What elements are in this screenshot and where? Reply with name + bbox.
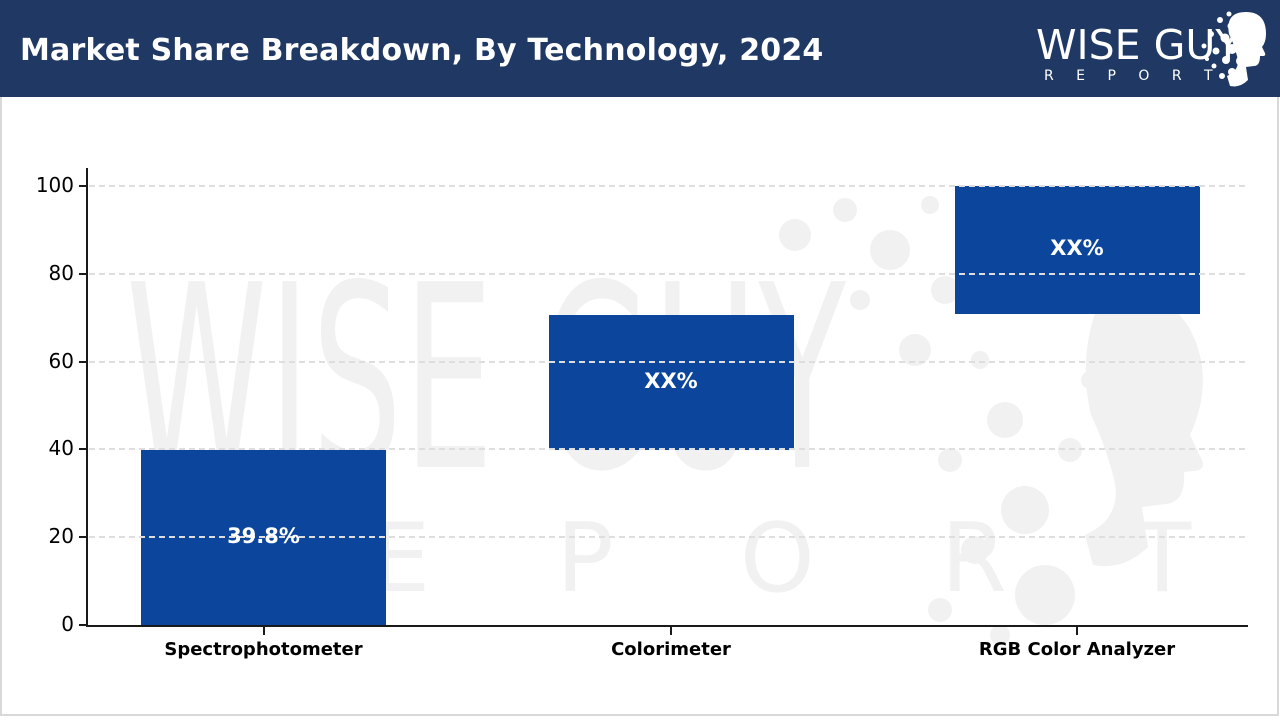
x-tick-mark <box>1076 627 1078 635</box>
gridline-y20 <box>89 536 1245 539</box>
bar-value-label: 39.8% <box>227 523 300 548</box>
y-tick-label: 100 <box>35 173 74 197</box>
x-axis-line <box>86 625 1248 627</box>
header-band: Market Share Breakdown, By Technology, 2… <box>0 0 1280 97</box>
x-category-label: RGB Color Analyzer <box>978 639 1176 660</box>
y-tick-mark <box>79 624 87 626</box>
y-axis-line <box>86 168 88 627</box>
y-tick-mark <box>79 185 87 187</box>
bar-rgb-color-analyzer <box>954 186 1200 315</box>
logo-dotted-head-icon <box>1201 11 1266 87</box>
gridline-y80 <box>89 272 1245 275</box>
gridline-y40 <box>89 448 1245 451</box>
watermark-dotted-head <box>779 196 1203 645</box>
y-tick-label: 60 <box>48 348 74 373</box>
x-tick-mark <box>262 627 265 635</box>
y-tick-mark <box>79 448 87 451</box>
y-tick-mark <box>79 536 87 539</box>
wise-guy-reports-logo: WISE GUY R E P O R T S <box>1036 11 1266 87</box>
x-category-label: Spectrophotometer <box>164 639 363 660</box>
x-tick-mark <box>670 627 672 635</box>
x-category-label: Colorimeter <box>611 639 731 660</box>
bar-value-label: XX% <box>1050 236 1104 261</box>
y-tick-label: 0 <box>61 612 74 636</box>
bar-value-label: XX% <box>644 368 698 393</box>
y-tick-label: 40 <box>48 436 74 461</box>
chart-title: Market Share Breakdown, By Technology, 2… <box>20 33 824 68</box>
y-tick-label: 80 <box>48 260 74 285</box>
y-tick-mark <box>79 360 87 363</box>
bar-colorimeter <box>548 315 794 451</box>
y-tick-label: 20 <box>48 524 74 549</box>
logo-wordmark: WISE GUY <box>1036 21 1241 69</box>
logo-subtext: R E P O R T S <box>1044 68 1253 84</box>
gridline-y100 <box>89 185 1245 187</box>
y-tick-mark <box>79 272 87 275</box>
gridline-y60 <box>89 360 1245 363</box>
